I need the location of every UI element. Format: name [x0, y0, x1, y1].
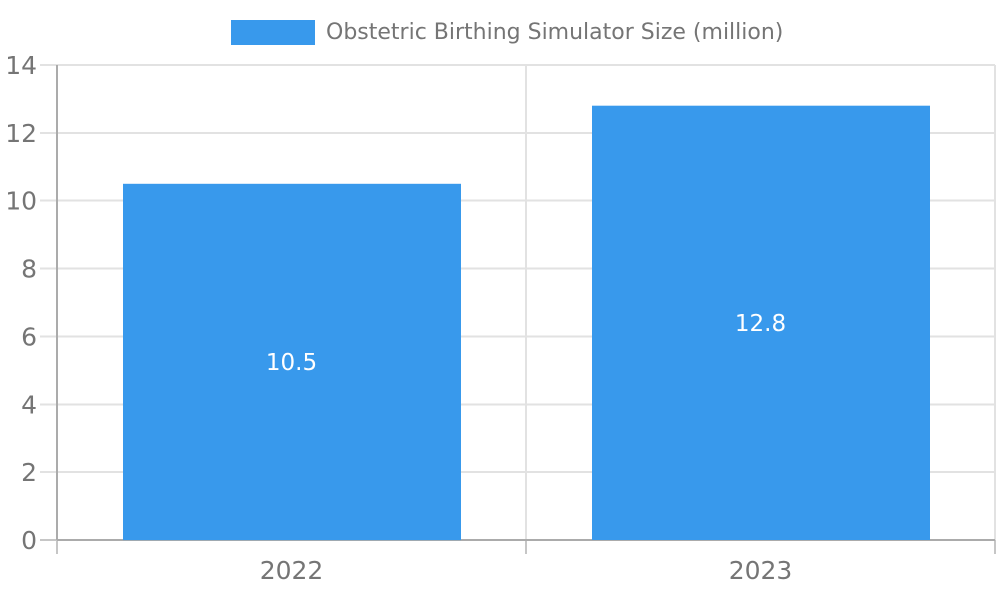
bar-value-label: 12.8: [735, 311, 786, 337]
x-axis-tick-label: 2023: [729, 556, 793, 585]
legend-swatch-icon: [231, 20, 315, 45]
x-axis-labels: 2022 2023: [260, 556, 793, 585]
y-axis-tick-label: 8: [21, 255, 37, 284]
data-labels: 10.5 12.8: [266, 311, 786, 376]
bars: [123, 105, 930, 541]
y-axis-tick-label: 0: [21, 526, 37, 555]
y-axis-tick-label: 10: [5, 187, 37, 216]
legend-item[interactable]: Obstetric Birthing Simulator Size (milli…: [231, 20, 783, 45]
bar-2022[interactable]: [123, 183, 461, 541]
y-axis-tick-label: 12: [5, 119, 37, 148]
y-axis-tick-label: 6: [21, 322, 37, 351]
y-axis-labels: 0 2 4 6 8 10 12 14: [5, 51, 37, 555]
legend-label: Obstetric Birthing Simulator Size (milli…: [326, 20, 784, 45]
bar-2023[interactable]: [592, 105, 930, 540]
y-axis-tick-label: 2: [21, 458, 37, 487]
y-axis-tick-label: 14: [5, 51, 37, 80]
y-axis-tick-label: 4: [21, 390, 37, 419]
bar-value-label: 10.5: [266, 350, 317, 376]
x-axis-tick-label: 2022: [260, 556, 324, 585]
